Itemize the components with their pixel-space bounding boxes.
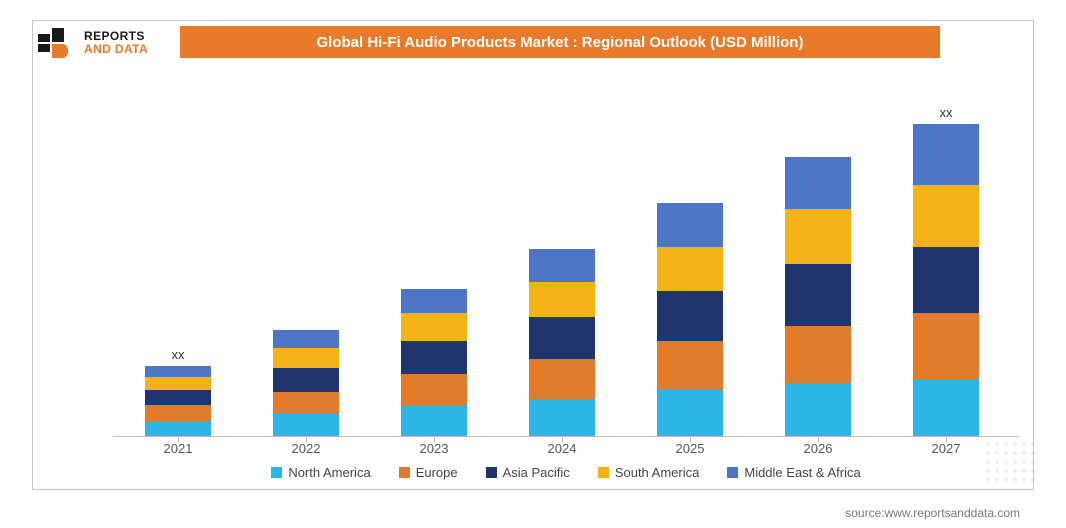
bar-segment [401,374,467,405]
x-axis-tick [562,437,563,442]
x-axis-label: 2024 [529,441,595,456]
bar-group [785,157,851,436]
bar-segment [273,348,339,368]
bar-segment [145,390,211,405]
bar-segment [913,185,979,247]
logo-text: REPORTS AND DATA [84,30,148,56]
brand-logo: REPORTS AND DATA [38,28,148,58]
bar-segment [145,421,211,436]
bar-segment [145,405,211,420]
bar-segment [913,313,979,379]
bar-group: xx [913,124,979,436]
source-attribution: source:www.reportsanddata.com [845,506,1020,520]
logo-icon [38,28,78,58]
legend-swatch [598,467,609,478]
bar-segment [657,291,723,342]
bar-group [401,289,467,436]
legend-swatch [486,467,497,478]
decorative-dots [983,439,1037,493]
bar-segment [785,326,851,383]
x-axis-label: 2022 [273,441,339,456]
bar-segment [401,289,467,313]
x-axis-tick [818,437,819,442]
legend-label: South America [615,465,700,480]
legend-label: Asia Pacific [503,465,570,480]
x-axis-tick [434,437,435,442]
stacked-bars: xx xx [113,107,1019,437]
bar-segment [785,209,851,264]
bar-segment [913,247,979,313]
bar-segment [529,249,595,282]
bar-segment [529,399,595,436]
bar-segment [657,341,723,389]
chart-frame: xx xx 2021 2022 2023 2024 2025 2026 2027 North … [32,20,1034,490]
legend-swatch [271,467,282,478]
bar-segment [401,313,467,342]
bar-segment [273,392,339,414]
x-axis-tick [306,437,307,442]
x-axis-label: 2021 [145,441,211,456]
bar-group [273,330,339,436]
bar-segment [657,390,723,436]
legend-label: North America [288,465,370,480]
bar-segment [401,405,467,436]
bar-segment [529,317,595,359]
bar-annotation: xx [172,347,185,362]
legend-item: Asia Pacific [486,465,570,480]
bar-segment [657,203,723,247]
x-axis-tick [946,437,947,442]
x-axis-tick [690,437,691,442]
legend-item: Europe [399,465,458,480]
bar-group [657,203,723,436]
x-axis-label: 2023 [401,441,467,456]
bar-annotation: xx [940,105,953,120]
bar-segment [273,330,339,348]
logo-line2: AND DATA [84,43,148,56]
legend-item: Middle East & Africa [727,465,860,480]
bar-segment [145,366,211,377]
x-axis-labels: 2021 2022 2023 2024 2025 2026 2027 [113,441,1019,463]
bar-group: xx [145,366,211,436]
legend-item: North America [271,465,370,480]
bar-segment [657,247,723,291]
x-axis-label: 2026 [785,441,851,456]
bar-segment [529,282,595,317]
bar-segment [913,124,979,186]
bar-segment [273,414,339,436]
bar-segment [529,359,595,399]
legend-label: Middle East & Africa [744,465,860,480]
legend-swatch [727,467,738,478]
legend-label: Europe [416,465,458,480]
bar-segment [785,264,851,326]
bar-segment [401,341,467,374]
bar-segment [913,379,979,436]
bar-segment [785,157,851,210]
chart-title: Global Hi-Fi Audio Products Market : Reg… [180,26,940,58]
x-axis-tick [178,437,179,442]
bar-segment [145,377,211,390]
x-axis-label: 2027 [913,441,979,456]
bar-group [529,249,595,436]
bar-segment [785,383,851,436]
chart-area: xx xx [113,107,1019,437]
legend-swatch [399,467,410,478]
x-axis-label: 2025 [657,441,723,456]
legend: North America Europe Asia Pacific South Ame… [113,465,1019,480]
bar-segment [273,368,339,392]
legend-item: South America [598,465,700,480]
